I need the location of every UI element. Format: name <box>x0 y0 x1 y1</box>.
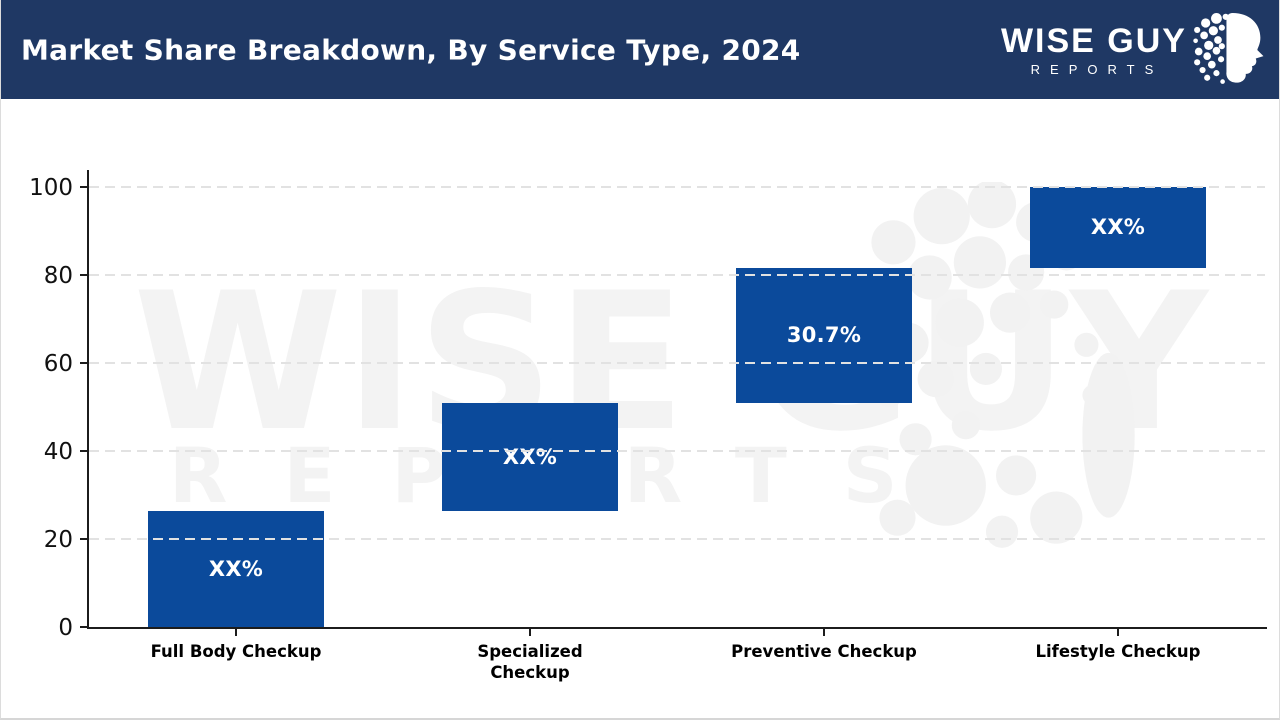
y-tick-label: 80 <box>43 263 73 289</box>
x-category-label: Preventive Checkup <box>731 642 917 661</box>
gridline <box>89 538 1265 540</box>
x-category-label: Specialized Checkup <box>477 642 583 683</box>
gridline <box>89 362 1265 364</box>
y-axis-line <box>87 170 89 629</box>
logo-subtitle: REPORTS <box>1030 62 1164 77</box>
gridline <box>89 274 1265 276</box>
y-tick-label: 0 <box>58 615 73 641</box>
logo-text: WISE GUY REPORTS <box>1001 24 1187 76</box>
x-category-label: Lifestyle Checkup <box>1035 642 1201 661</box>
waterfall-bar: XX% <box>1029 187 1207 268</box>
dotted-head-logo-icon <box>1193 13 1264 84</box>
gridline <box>89 450 1265 452</box>
waterfall-bar: XX% <box>147 510 325 627</box>
y-tick-mark <box>80 450 89 452</box>
x-tick-mark <box>235 629 237 636</box>
bar-value-label: XX% <box>502 444 558 469</box>
plot-area: 0 20 40 60 80 100 XX% Full Body Checkup XX% Speci… <box>29 175 1265 682</box>
bar-value-label: XX% <box>208 556 264 581</box>
x-axis-line <box>87 627 1267 629</box>
waterfall-bar: 30.7% <box>735 267 913 403</box>
bar-value-label: XX% <box>1090 215 1146 240</box>
y-tick-mark <box>80 538 89 540</box>
bar-value-label: 30.7% <box>786 323 862 348</box>
x-tick-mark <box>823 629 825 636</box>
y-tick-mark <box>80 362 89 364</box>
x-tick-mark <box>1117 629 1119 636</box>
page-title: Market Share Breakdown, By Service Type,… <box>21 33 801 66</box>
x-tick-mark <box>529 629 531 636</box>
x-category-label: Full Body Checkup <box>150 642 322 661</box>
y-tick-label: 100 <box>29 175 73 201</box>
header: Market Share Breakdown, By Service Type,… <box>1 0 1279 99</box>
y-tick-label: 60 <box>43 351 73 377</box>
gridline <box>89 186 1265 188</box>
logo-wordmark: WISE GUY <box>1000 22 1187 60</box>
y-tick-mark <box>80 626 89 628</box>
wise-guy-reports-logo: WISE GUY REPORTS <box>1001 6 1265 94</box>
y-tick-label: 20 <box>43 527 73 553</box>
y-tick-mark <box>80 186 89 188</box>
y-tick-label: 40 <box>43 439 73 465</box>
waterfall-bar: XX% <box>441 402 619 511</box>
y-tick-mark <box>80 274 89 276</box>
